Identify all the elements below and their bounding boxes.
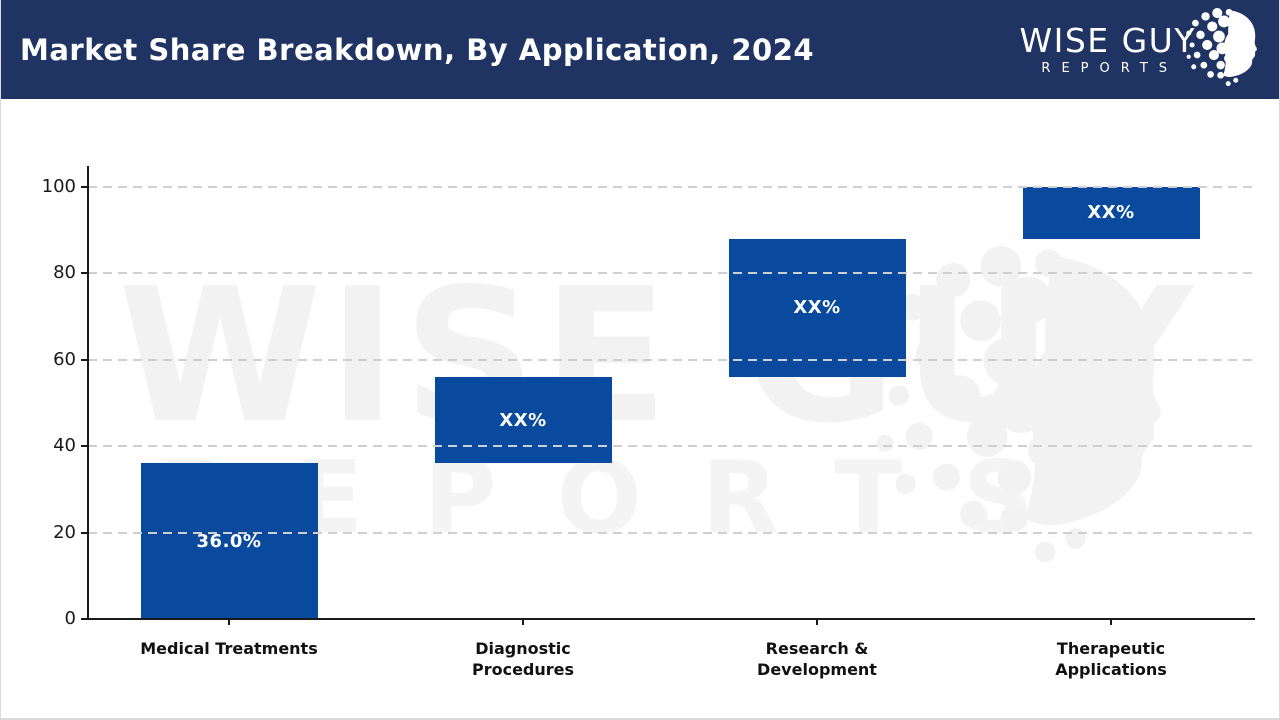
bar-4: XX% bbox=[1022, 187, 1200, 239]
brand-name: WISE GUY bbox=[1019, 20, 1196, 60]
watermark-face-icon bbox=[875, 246, 1161, 563]
category-label: Research & Development bbox=[757, 639, 877, 679]
x-tick-mark bbox=[1110, 620, 1112, 625]
y-axis-line bbox=[87, 166, 89, 620]
gridline-40 bbox=[88, 445, 1254, 448]
x-tick-mark bbox=[228, 620, 230, 625]
x-axis-line bbox=[87, 618, 1255, 620]
x-tick-mark bbox=[522, 620, 524, 625]
bar-1: 36.0% bbox=[140, 463, 318, 619]
gridline-60 bbox=[88, 358, 1254, 361]
brand-tagline: REPORTS bbox=[1041, 60, 1179, 76]
y-tick-label: 40 bbox=[53, 435, 76, 457]
bar-value-label: XX% bbox=[499, 409, 547, 431]
gridline-100 bbox=[88, 186, 1254, 188]
brand-face-icon bbox=[1186, 7, 1257, 86]
gridline-80 bbox=[88, 272, 1254, 275]
bar-value-label: 36.0% bbox=[196, 530, 262, 552]
y-tick-mark bbox=[81, 186, 88, 188]
category-label: Diagnostic Procedures bbox=[471, 639, 575, 679]
y-tick-label: 100 bbox=[41, 176, 76, 197]
y-tick-mark bbox=[81, 358, 88, 361]
category-label: Therapeutic Applications bbox=[1055, 639, 1167, 679]
bar-value-label: XX% bbox=[1087, 202, 1135, 224]
y-tick-mark bbox=[81, 531, 88, 534]
bar-2: XX% bbox=[434, 377, 612, 464]
category-label: Medical Treatments bbox=[140, 639, 318, 658]
y-tick-label: 20 bbox=[53, 521, 76, 543]
brand-text: WISE GUY REPORTS bbox=[1019, 20, 1196, 76]
bar-value-label: XX% bbox=[793, 297, 841, 319]
y-tick-mark bbox=[81, 445, 88, 448]
y-tick-label: 0 bbox=[64, 608, 76, 629]
y-tick-label: 80 bbox=[53, 262, 76, 284]
header-bar: Market Share Breakdown, By Application, … bbox=[0, 0, 1280, 99]
y-tick-label: 60 bbox=[53, 348, 76, 370]
page-title: Market Share Breakdown, By Application, … bbox=[20, 32, 815, 67]
brand-logo: WISE GUY REPORTS bbox=[1019, 6, 1280, 94]
gridline-20 bbox=[88, 531, 1254, 534]
bar-3: XX% bbox=[728, 238, 906, 378]
x-tick-mark bbox=[816, 620, 818, 625]
y-tick-mark bbox=[81, 618, 88, 620]
plot-region: WISE GUY REPORTS 36.0% XX% XX% XX% bbox=[88, 166, 1254, 620]
y-tick-mark bbox=[81, 272, 88, 275]
